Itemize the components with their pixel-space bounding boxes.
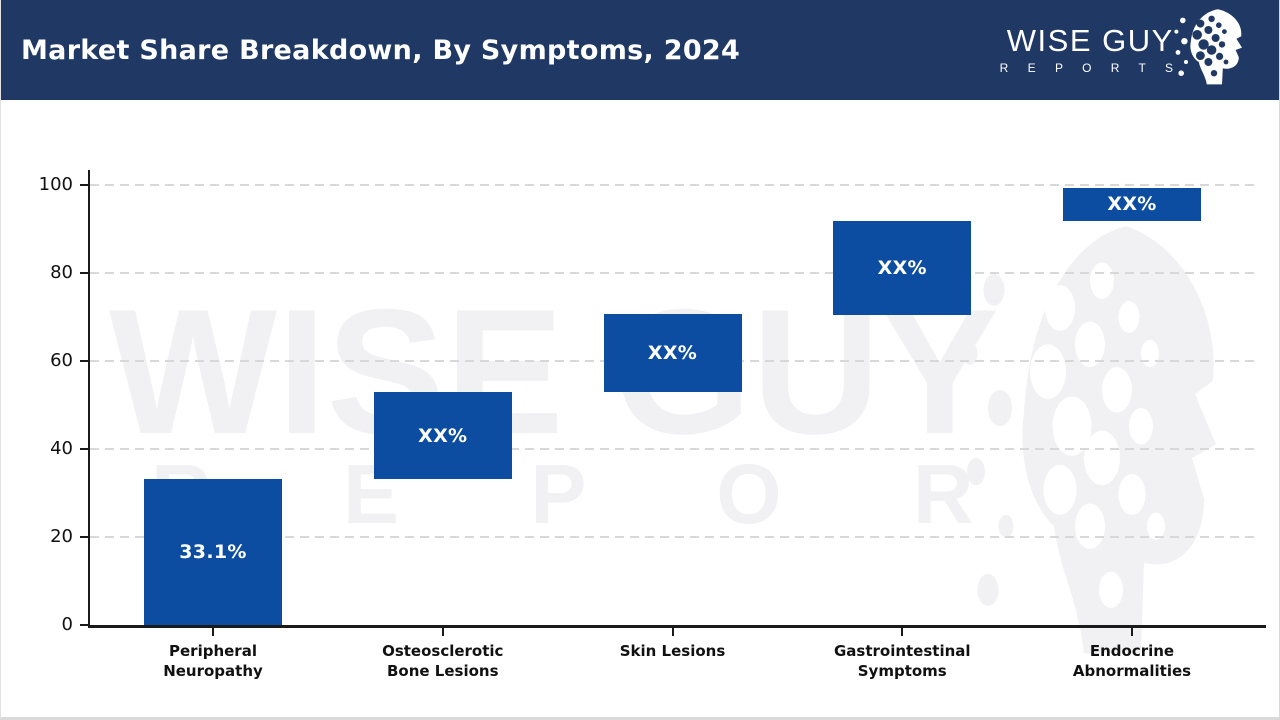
header-bar: Market Share Breakdown, By Symptoms, 202… xyxy=(1,0,1279,100)
y-axis-label-60: 60 xyxy=(50,350,73,372)
bar-3: XX% xyxy=(603,314,742,392)
y-axis-tick-20 xyxy=(80,536,88,539)
bar-value-label-3: XX% xyxy=(647,341,698,364)
watermark-head-profile xyxy=(962,226,1216,654)
x-axis-tick-2 xyxy=(441,628,444,636)
gridline-y-40 xyxy=(90,448,1256,451)
bar-5: XX% xyxy=(1063,188,1201,221)
y-axis-tick-0 xyxy=(80,624,88,626)
y-axis-tick-100 xyxy=(80,184,88,187)
bar-2: XX% xyxy=(373,391,512,480)
gridline-y-80 xyxy=(90,272,1256,275)
plot-area: 33.1% XX% XX% XX% XX% xyxy=(90,172,1256,625)
logo-subtext: R E P O R T S xyxy=(999,61,1181,75)
y-axis-label-0: 0 xyxy=(61,614,73,635)
bar-1: 33.1% xyxy=(144,479,282,625)
bar-value-label-1: 33.1% xyxy=(179,541,247,564)
x-axis-tick-4 xyxy=(901,628,904,636)
logo-wordmark: WISE GUY xyxy=(1006,23,1174,58)
x-axis-label-4: Gastrointestinal Symptoms xyxy=(833,642,971,680)
gridline-y-100 xyxy=(90,184,1256,187)
y-axis-spine xyxy=(88,170,90,628)
x-axis-spine xyxy=(88,625,1266,628)
bar-value-label-5: XX% xyxy=(1107,193,1157,216)
wise-guy-logo: WISE GUY R E P O R T S xyxy=(1000,6,1253,94)
x-axis-tick-5 xyxy=(1131,628,1133,636)
x-axis-tick-3 xyxy=(671,628,674,636)
bar-value-label-2: XX% xyxy=(418,424,468,447)
logo-text: WISE GUY R E P O R T S xyxy=(1000,25,1181,75)
bar-4: XX% xyxy=(833,220,972,315)
y-axis-label-20: 20 xyxy=(50,526,73,548)
y-axis-tick-60 xyxy=(80,360,88,363)
y-axis-tick-40 xyxy=(80,448,88,451)
bar-value-label-4: XX% xyxy=(877,256,927,279)
gridline-y-20 xyxy=(90,536,1256,539)
x-axis-tick-1 xyxy=(212,628,214,636)
page-title: Market Share Breakdown, By Symptoms, 202… xyxy=(21,34,741,66)
x-axis-label-1: Peripheral Neuropathy xyxy=(163,642,263,680)
y-axis-label-100: 100 xyxy=(38,174,73,196)
x-axis-label-3: Skin Lesions xyxy=(619,642,726,660)
y-axis-tick-80 xyxy=(80,272,88,275)
y-axis-label-40: 40 xyxy=(50,438,73,460)
y-axis-label-80: 80 xyxy=(50,262,73,284)
logo-head-profile-icon xyxy=(1174,9,1242,85)
x-axis-label-2: Osteosclerotic Bone Lesions xyxy=(382,642,504,680)
x-axis-label-5: Endocrine Abnormalities xyxy=(1072,642,1192,680)
chart-canvas: WISE GUY R E P O R T S 33.1% XX% XX% XX% XX%… xyxy=(1,100,1279,717)
